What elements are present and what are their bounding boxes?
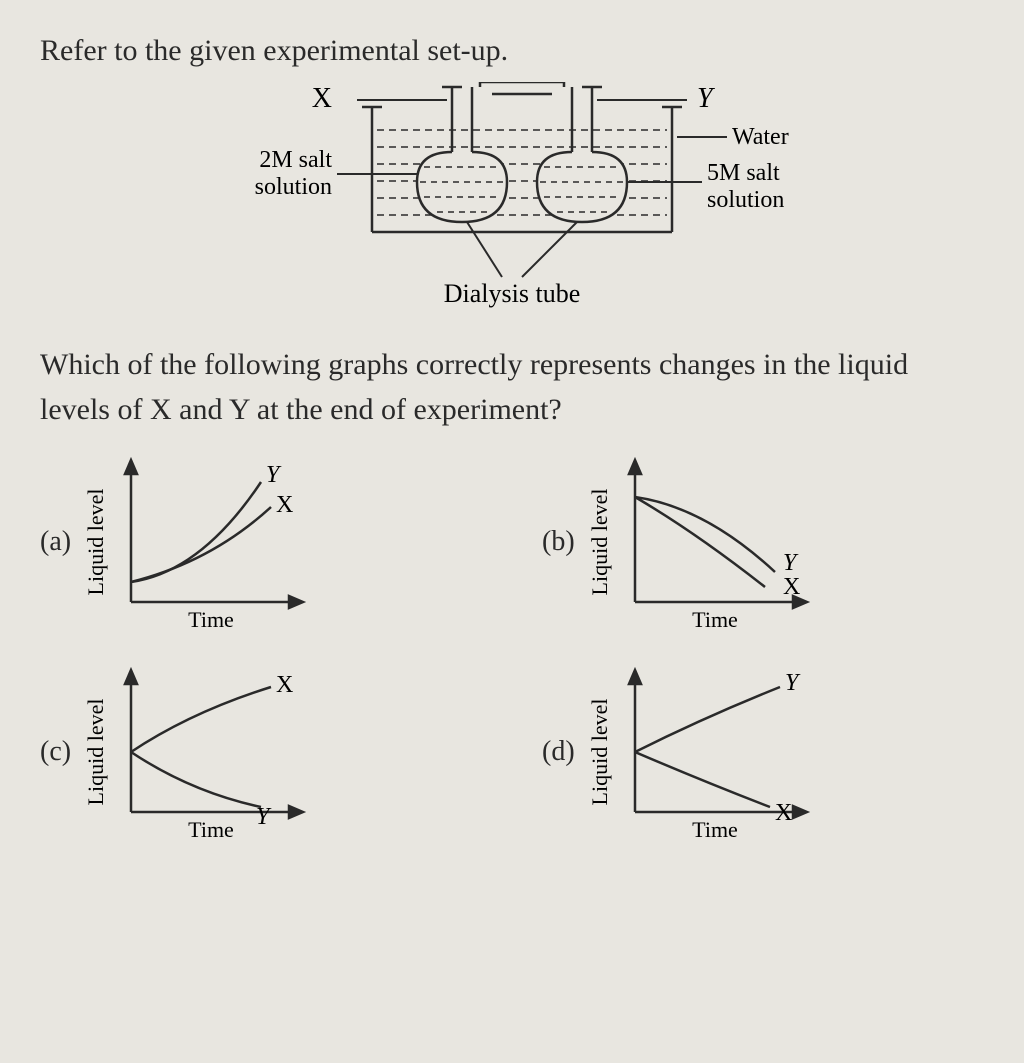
graph-d-ylabel: Liquid level [587, 699, 612, 806]
graph-d-xlabel: Time [692, 817, 738, 842]
graph-d-curve-y [635, 687, 780, 752]
graph-c-X: X [276, 672, 293, 698]
graph-c-curve-y [131, 752, 261, 807]
graph-b: Liquid level Time Y X [585, 452, 825, 632]
graph-d: Liquid level Time Y X [585, 662, 825, 842]
option-c: (c) Liquid level Time X Y [40, 662, 482, 842]
graph-b-ylabel: Liquid level [587, 489, 612, 596]
label-5m-salt: 5M salt [707, 160, 780, 186]
option-b-label: (b) [542, 526, 575, 558]
setup-svg: X Y 2M salt solution Water 5M salt solut… [202, 82, 822, 322]
graph-c-ylabel: Liquid level [83, 699, 108, 806]
graph-c-xlabel: Time [188, 817, 234, 842]
graph-b-Y: Y [783, 550, 799, 576]
option-d-label: (d) [542, 736, 575, 768]
graph-a-Y: Y [266, 462, 282, 488]
label-2m-salt: 2M salt [259, 147, 332, 173]
graph-a-X: X [276, 492, 293, 518]
option-a-label: (a) [40, 526, 71, 558]
label-x: X [312, 83, 332, 114]
graph-b-X: X [783, 574, 800, 600]
option-a: (a) Liquid level Time Y X [40, 452, 482, 632]
graph-d-Y: Y [785, 670, 801, 696]
graph-d-X: X [775, 800, 792, 826]
option-c-label: (c) [40, 736, 71, 768]
graph-a: Liquid level Time Y X [81, 452, 321, 632]
graph-d-curve-x [635, 752, 770, 807]
graph-c-Y: Y [256, 804, 272, 830]
question-followup: Which of the following graphs correctly … [40, 342, 984, 432]
setup-diagram: X Y 2M salt solution Water 5M salt solut… [40, 82, 984, 322]
question-intro: Refer to the given experimental set-up. [40, 30, 984, 72]
label-y: Y [697, 83, 716, 114]
graph-c: Liquid level Time X Y [81, 662, 321, 842]
label-dialysis-tube: Dialysis tube [444, 279, 581, 308]
graph-b-curve-bot [635, 497, 765, 587]
label-5m-solution: solution [707, 187, 784, 213]
label-water: Water [732, 124, 789, 150]
graph-a-xlabel: Time [188, 607, 234, 632]
graph-a-ylabel: Liquid level [83, 489, 108, 596]
graph-c-curve-x [131, 687, 271, 752]
label-2m-solution: solution [255, 174, 332, 200]
graph-a-curve-x [131, 507, 271, 582]
option-b: (b) Liquid level Time Y X [542, 452, 984, 632]
option-d: (d) Liquid level Time Y X [542, 662, 984, 842]
graph-b-xlabel: Time [692, 607, 738, 632]
options-grid: (a) Liquid level Time Y X (b) [40, 452, 984, 842]
